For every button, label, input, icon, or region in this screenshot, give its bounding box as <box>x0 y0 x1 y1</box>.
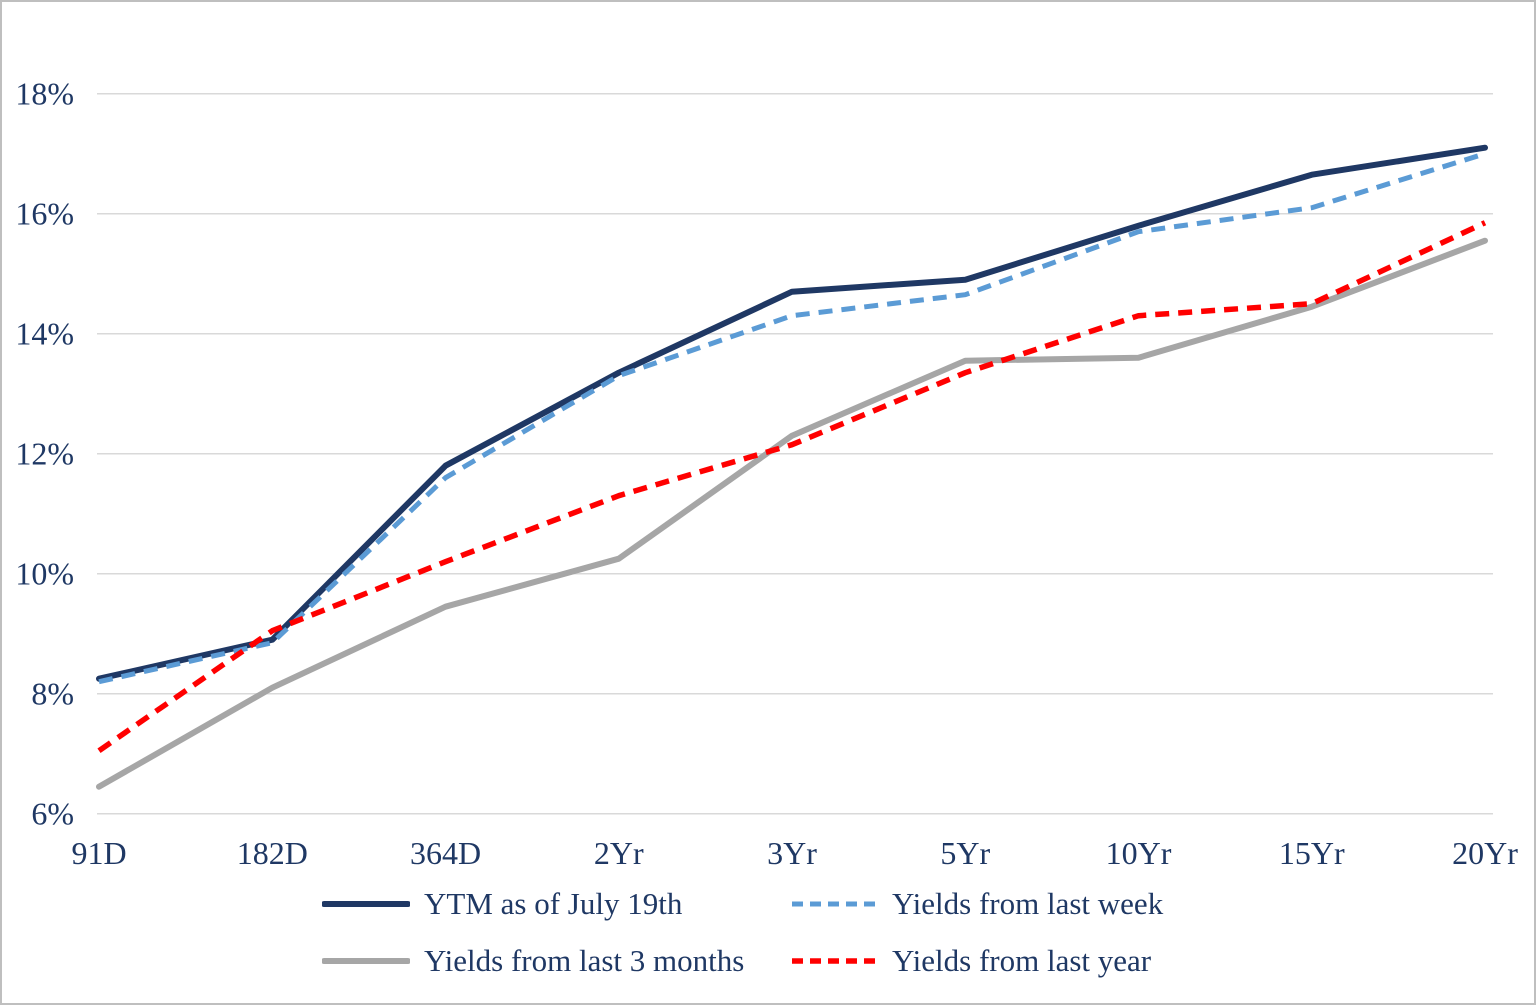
y-axis-tick-label: 6% <box>31 796 74 832</box>
series-line-ytm-july-19 <box>96 144 1488 682</box>
x-axis-tick-label: 3Yr <box>767 835 817 871</box>
y-axis-tick-label: 12% <box>15 436 74 472</box>
series-line-last-3-months <box>96 237 1488 790</box>
x-axis-tick-label: 2Yr <box>594 835 644 871</box>
x-axis-tick-label: 91D <box>71 835 126 871</box>
y-axis-tick-label: 8% <box>31 676 74 712</box>
y-axis-tick-label: 10% <box>15 556 74 592</box>
y-axis-tick-label: 14% <box>15 316 74 352</box>
y-axis-tick-label: 18% <box>15 76 74 112</box>
series-line-last-week <box>98 151 1486 685</box>
x-axis-tick-label: 5Yr <box>940 835 990 871</box>
x-axis-tick-label: 10Yr <box>1106 835 1172 871</box>
x-axis-tick-label: 364D <box>410 835 481 871</box>
x-axis-tick-label: 20Yr <box>1452 835 1518 871</box>
series-line-last-year <box>97 220 1487 753</box>
x-axis-tick-label: 182D <box>237 835 308 871</box>
x-axis-tick-label: 15Yr <box>1279 835 1345 871</box>
y-axis-tick-label: 16% <box>15 196 74 232</box>
